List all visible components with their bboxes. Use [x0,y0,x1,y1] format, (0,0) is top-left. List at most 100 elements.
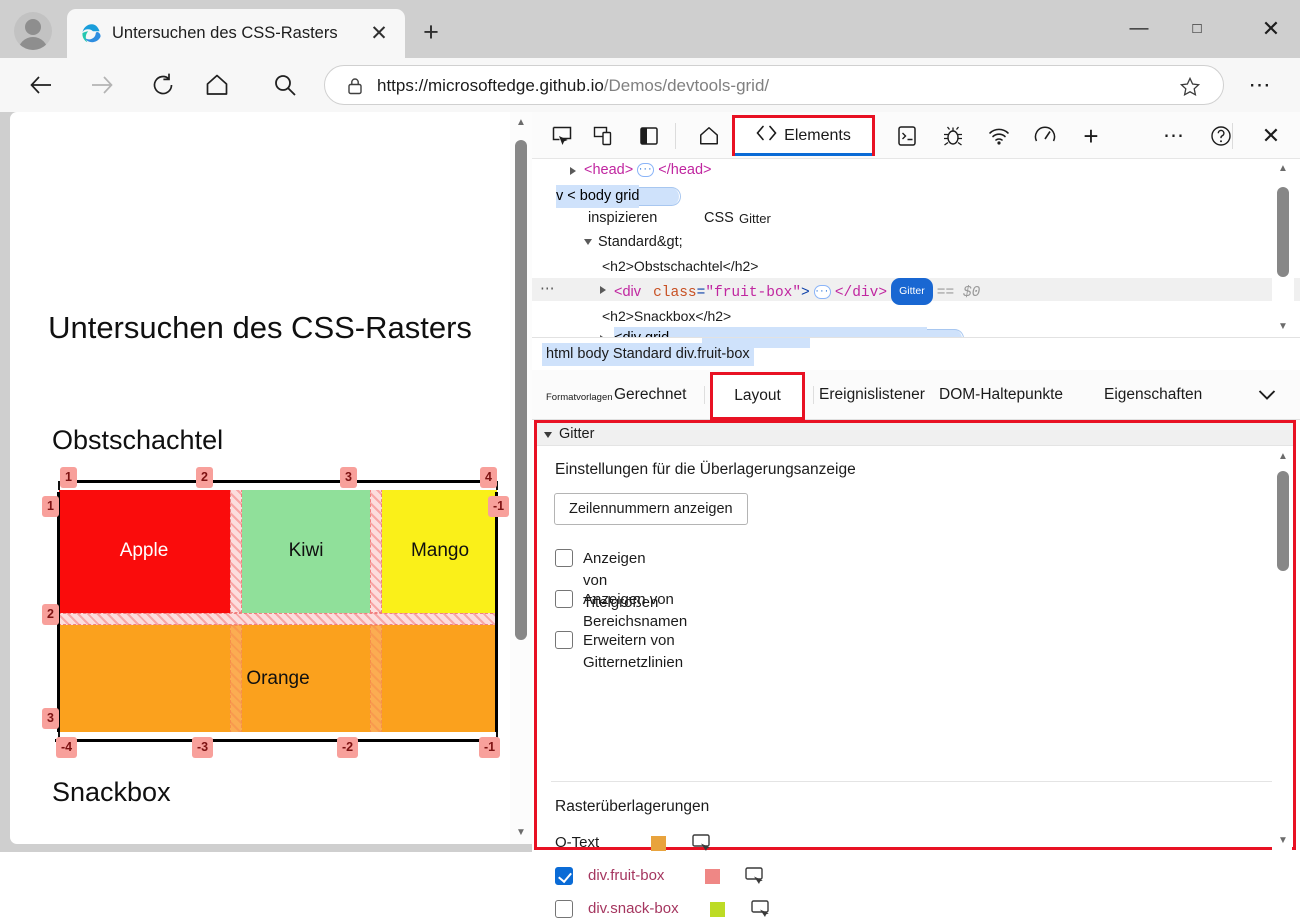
checkbox-titelgroessen[interactable] [555,549,573,567]
grid-label-col-1-top: 1 [60,467,77,488]
search-icon[interactable] [258,58,312,112]
tab-elements[interactable]: Elements [732,115,875,156]
tab-formatvorlagen[interactable]: Formatvorlagen [546,370,613,419]
layout-scroll-thumb[interactable] [1277,471,1289,571]
reveal-element-icon[interactable] [745,867,767,885]
grid-cell-mango: Mango [382,489,498,613]
tab-close-icon[interactable]: ✕ [367,22,391,46]
grid-section-header[interactable]: Gitter [537,423,1293,446]
reveal-element-icon[interactable] [751,900,773,918]
reveal-element-icon[interactable] [692,834,714,852]
subtab-divider-2 [813,386,814,404]
question-mark-icon[interactable] [1204,120,1238,152]
home-icon[interactable] [692,120,726,152]
chevron-right-icon[interactable] [600,286,606,294]
devtools-panel: Elements [532,112,1300,852]
web-page-viewport: Untersuchen des CSS-Rasters Obstschachte… [10,112,532,844]
dom-row-div-grid: <div grid [614,327,927,337]
tab-layout[interactable]: Layout [710,372,805,420]
checkbox-overlay-snack-box[interactable] [555,900,573,918]
chevron-down-icon[interactable] [584,239,592,245]
dom-scroll-thumb[interactable] [1277,187,1289,277]
back-arrow-icon[interactable] [14,58,68,112]
checkbox-bereichsnamen[interactable] [555,590,573,608]
dom-scroll-down-arrow[interactable]: ▼ [1272,317,1294,337]
device-emulation-icon[interactable] [587,120,621,152]
dom-attr-class-value: "fruit-box" [705,285,801,301]
debugger-bug-icon[interactable] [936,120,970,152]
grid-label-row-1: 1 [42,496,59,517]
tab-gerechnet[interactable]: Gerechnet [614,370,686,419]
checkbox-overlay-fruit-box[interactable] [555,867,573,885]
chevron-down-icon[interactable] [1250,370,1284,419]
browser-more-button[interactable]: ⋯ [1240,65,1280,105]
add-tool-button[interactable]: + [1074,120,1108,152]
dom-row-inspect-label: inspizieren [588,207,657,230]
devtools-more-button[interactable]: ⋯ [1157,120,1191,152]
checkbox-gitternetzlinien[interactable] [555,631,573,649]
devtools-close-button[interactable]: ✕ [1254,120,1288,152]
overlay-color-swatch-fruit-box[interactable] [705,869,720,884]
layout-panel-scrollbar[interactable]: ▲ ▼ [1272,447,1292,851]
url-bar[interactable]: https://microsoftedge.github.io/Demos/de… [324,65,1224,105]
subtab-divider-1 [704,386,705,404]
home-icon[interactable] [190,58,244,112]
dom-tree-scrollbar[interactable]: ▲ ▼ [1272,159,1294,337]
expand-ellipsis-icon[interactable]: ··· [637,163,654,177]
dom-tree-row[interactable]: <head> ··· </head> [532,159,1254,182]
dom-tree[interactable]: <head> ··· </head> v < body grid inspizi… [532,159,1300,337]
grid-badge[interactable]: Gitter [891,278,933,305]
url-text: https://microsoftedge.github.io/Demos/de… [377,66,769,106]
grid-label-col-4-bottom: -1 [479,737,500,758]
show-row-numbers-button[interactable]: Zeilennummern anzeigen [554,493,748,525]
window-maximize-button[interactable]: □ [1168,0,1226,58]
overlay-color-swatch-snack-box[interactable] [710,902,725,917]
chevron-down-icon[interactable] [544,432,552,438]
network-wifi-icon[interactable] [982,120,1016,152]
grid-cell-apple: Apple [58,489,230,613]
reload-icon[interactable] [136,58,190,112]
window-minimize-button[interactable]: — [1110,0,1168,58]
tab-ereignislistener[interactable]: Ereignislistener [819,370,925,419]
dom-selected-reference: == $0 [937,285,981,301]
dom-tree-row[interactable]: Standard&gt; [532,231,1254,254]
forward-arrow-icon[interactable] [75,58,129,112]
dom-tree-row[interactable]: <h2>Obstschachtel</h2> [532,255,1254,278]
dom-tree-row[interactable]: <h2>Snackbox</h2> [532,305,1254,328]
tab-eigenschaften[interactable]: Eigenschaften [1104,370,1202,419]
dom-scroll-up-arrow[interactable]: ▲ [1272,159,1294,179]
page-scroll-up-arrow[interactable]: ▲ [510,112,532,134]
console-icon[interactable] [890,120,924,152]
page-scrollbar[interactable]: ▲ ▼ [510,112,532,844]
page-scroll-thumb[interactable] [515,140,527,640]
performance-gauge-icon[interactable] [1028,120,1062,152]
dom-tree-row-selected[interactable]: ⋯ <div class="fruit-box"> ··· </div> Git… [532,278,1300,301]
browser-tab[interactable]: Untersuchen des CSS-Rasters ✕ [67,9,405,58]
devtools-subtabs: Formatvorlagen Gerechnet Ereignislistene… [532,370,1300,420]
dock-side-icon[interactable] [632,120,666,152]
chevron-right-icon[interactable] [570,167,576,175]
fruit-section-heading: Obstschachtel [52,425,223,456]
checkbox-label-titelgroessen: Anzeigen von Titelgrößen [583,548,658,570]
overlay-name-fruit-box: div.fruit-box [588,864,664,888]
dom-tree-row[interactable]: v < body grid [532,185,1254,208]
dom-row-pill-outline [927,329,964,337]
ellipsis-icon: ⋯ [1157,120,1191,152]
overlay-color-swatch-o-text[interactable] [651,836,666,851]
profile-avatar[interactable] [14,12,52,50]
browser-window: Untersuchen des CSS-Rasters ✕ + — □ ✕ [0,0,1300,852]
expand-ellipsis-icon[interactable]: ··· [814,285,831,299]
dom-tree-row[interactable]: inspizieren CSS Gitter [532,207,1254,230]
breadcrumb[interactable]: html body Standard div.fruit-box [532,337,1300,370]
new-tab-button[interactable]: + [415,17,447,49]
page-scroll-down-arrow[interactable]: ▼ [510,822,532,844]
layout-scroll-up-arrow[interactable]: ▲ [1272,447,1294,467]
dom-row-more-icon[interactable]: ⋯ [540,278,556,301]
dom-tree-row[interactable]: <div grid [532,327,1254,337]
layout-scroll-down-arrow[interactable]: ▼ [1272,831,1294,851]
window-close-button[interactable]: ✕ [1242,0,1300,58]
tab-dom-haltepunkte[interactable]: DOM-Haltepunkte [939,370,1063,419]
plus-icon: + [1074,120,1108,152]
inspect-element-icon[interactable] [545,120,579,152]
star-icon[interactable] [1179,76,1201,98]
